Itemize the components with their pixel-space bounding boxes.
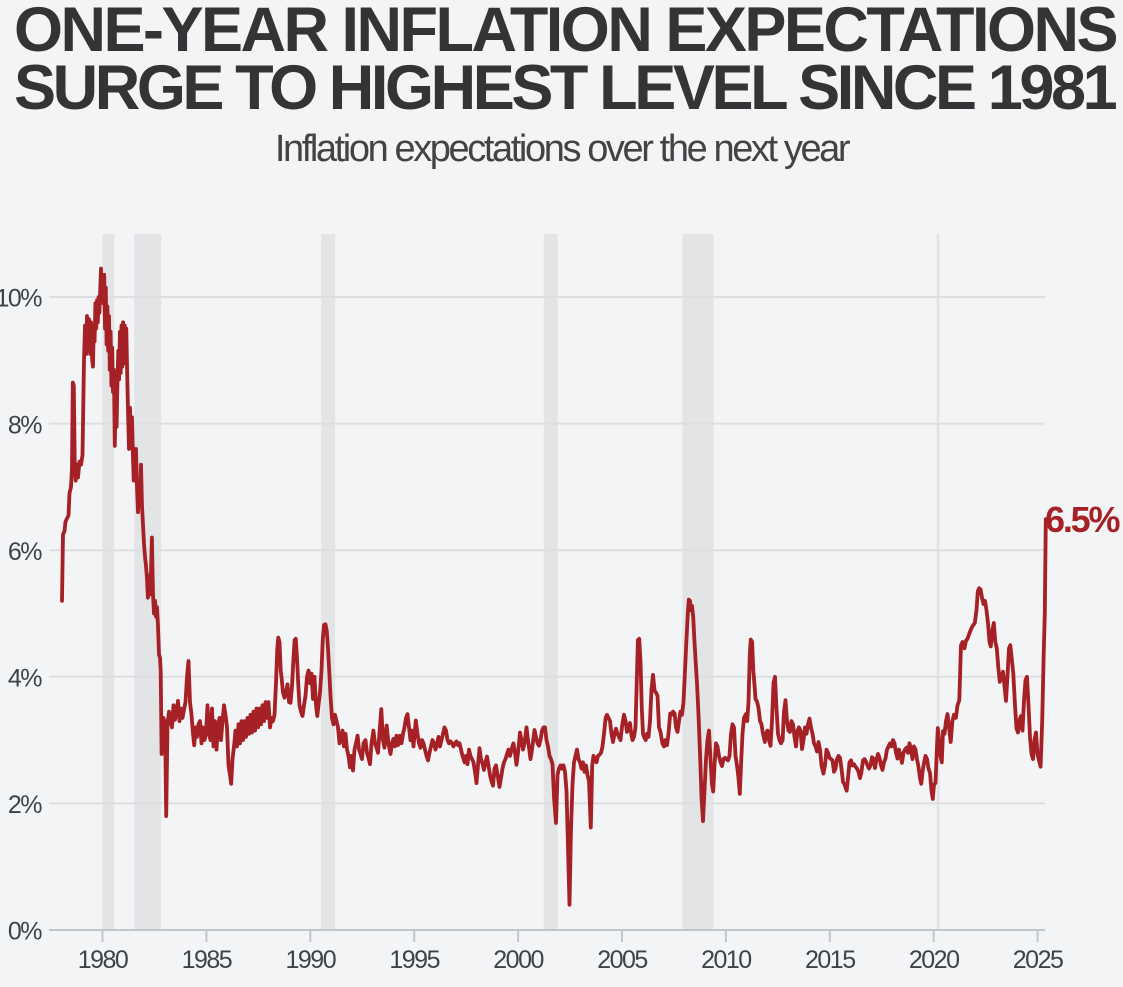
svg-text:1995: 1995 <box>389 946 439 974</box>
svg-text:4%: 4% <box>8 665 42 693</box>
svg-text:1985: 1985 <box>182 946 232 974</box>
svg-text:2015: 2015 <box>805 946 855 974</box>
svg-text:8%: 8% <box>8 411 42 439</box>
svg-text:2005: 2005 <box>597 946 647 974</box>
svg-text:1980: 1980 <box>78 946 128 974</box>
svg-text:2025: 2025 <box>1013 946 1063 974</box>
svg-text:0%: 0% <box>8 918 42 946</box>
svg-text:2010: 2010 <box>701 946 751 974</box>
svg-text:6%: 6% <box>8 538 42 566</box>
svg-text:2020: 2020 <box>909 946 959 974</box>
svg-text:2000: 2000 <box>493 946 543 974</box>
svg-text:6.5%: 6.5% <box>1045 499 1120 540</box>
svg-text:1990: 1990 <box>285 946 335 974</box>
svg-text:2%: 2% <box>8 791 42 819</box>
svg-text:10%: 10% <box>0 285 42 313</box>
